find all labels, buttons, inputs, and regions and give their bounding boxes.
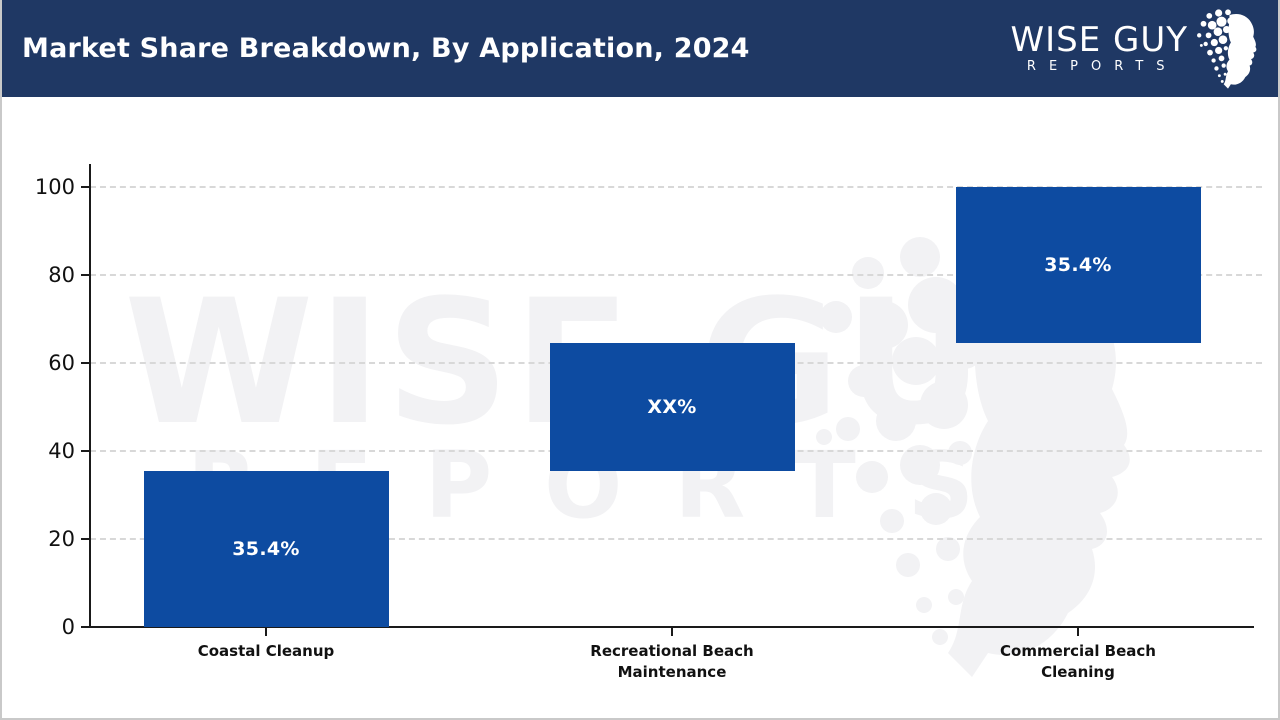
y-axis-tick-60 xyxy=(81,362,90,364)
bar-segment-2: XX% xyxy=(549,342,795,472)
bar-value-label: 35.4% xyxy=(232,538,300,561)
gridline-y-80 xyxy=(90,274,1262,276)
x-axis-tick-2 xyxy=(671,628,673,636)
gridline-y-20 xyxy=(90,538,1262,540)
y-axis-label-20: 20 xyxy=(48,527,75,551)
category-label-line: Recreational Beach xyxy=(590,642,754,660)
category-label-line: Coastal Cleanup xyxy=(197,642,335,660)
gridline-y-100 xyxy=(90,186,1262,188)
y-axis-label-80: 80 xyxy=(48,263,75,287)
y-axis-label-60: 60 xyxy=(48,351,75,375)
category-label-line: Cleaning xyxy=(1041,663,1115,681)
category-label-2: Recreational Beach Maintenance xyxy=(522,641,822,683)
y-axis-tick-80 xyxy=(81,274,90,276)
y-axis-label-40: 40 xyxy=(48,439,75,463)
category-label-1: Coastal Cleanup xyxy=(116,641,416,662)
x-axis-tick-3 xyxy=(1077,628,1079,636)
bar-segment-3: 35.4% xyxy=(955,187,1201,343)
category-label-line: Maintenance xyxy=(617,663,727,681)
x-axis-line xyxy=(89,626,1254,628)
bar-segment-1: 35.4% xyxy=(143,471,389,627)
bar-value-label: XX% xyxy=(647,395,697,418)
logo-text: WISE GUY REPORTS xyxy=(1010,23,1188,74)
y-axis-label-0: 0 xyxy=(61,615,75,639)
y-axis-line xyxy=(89,164,91,628)
x-axis-tick-1 xyxy=(265,628,267,636)
y-axis-tick-100 xyxy=(81,186,90,188)
y-axis-tick-0 xyxy=(81,626,90,628)
category-label-line: Commercial Beach xyxy=(1000,642,1156,660)
logo-wordmark: WISE GUY xyxy=(1010,20,1188,60)
y-axis-label-100: 100 xyxy=(34,175,75,199)
header-bar: Market Share Breakdown, By Application, … xyxy=(2,0,1278,97)
page-title: Market Share Breakdown, By Application, … xyxy=(22,33,750,64)
logo-subtext: REPORTS xyxy=(1026,59,1178,74)
category-label-3: Commercial Beach Cleaning xyxy=(928,641,1228,683)
wiseguy-logo: WISE GUY REPORTS xyxy=(1010,0,1264,97)
y-axis-tick-40 xyxy=(81,450,90,452)
bar-value-label: 35.4% xyxy=(1044,253,1112,276)
y-axis-tick-20 xyxy=(81,538,90,540)
